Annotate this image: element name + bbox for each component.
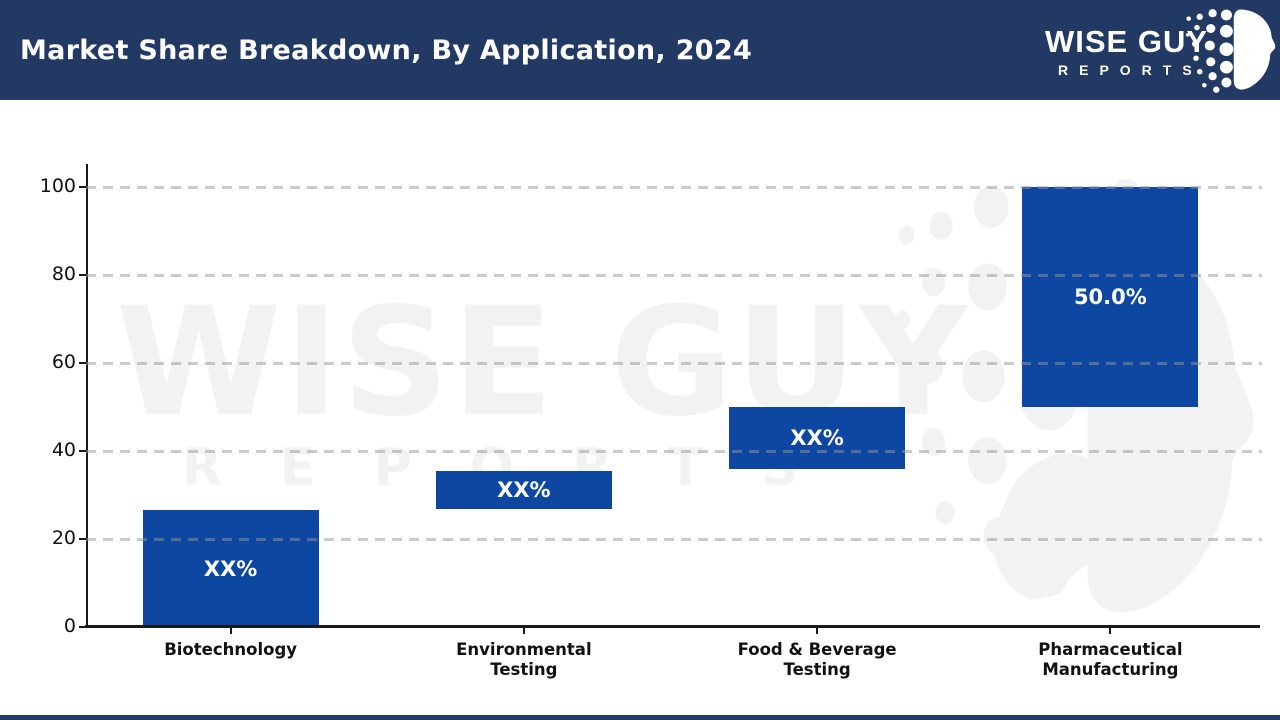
- x-category-label-food-beverage-testing: Food & Beverage Testing: [677, 640, 957, 680]
- x-category-label-line: Testing: [490, 660, 558, 679]
- page-title: Market Share Breakdown, By Application, …: [20, 34, 753, 66]
- x-tick-mark: [229, 627, 232, 634]
- y-tick-label: 20: [51, 527, 76, 549]
- gridline: [86, 186, 1262, 189]
- x-category-label-line: Manufacturing: [1042, 660, 1179, 679]
- head-profile-icon: [1185, 9, 1276, 93]
- y-tick-mark: [79, 626, 86, 628]
- footer-band: [0, 715, 1280, 720]
- y-tick-mark: [79, 274, 86, 276]
- y-tick-mark: [79, 186, 86, 188]
- x-category-label-pharmaceutical-manufacturing: Pharmaceutical Manufacturing: [970, 640, 1250, 680]
- y-tick-label: 0: [63, 615, 76, 637]
- y-tick-label: 80: [51, 263, 76, 285]
- bar-biotechnology: XX%: [142, 510, 319, 627]
- x-category-label-line: Pharmaceutical: [1038, 640, 1183, 659]
- brand-subname: REPORTS: [1058, 62, 1203, 78]
- bar-value-label: XX%: [203, 556, 258, 581]
- bar-food-beverage-testing: XX%: [729, 407, 906, 470]
- y-tick-mark: [79, 450, 86, 452]
- gridline: [86, 274, 1262, 277]
- y-axis: [86, 164, 88, 628]
- x-category-label-line: Food & Beverage: [737, 640, 897, 659]
- chart-plot-area: WISE GUY REPORTS 0 20 40 60 80 100 XX% Biotechn…: [0, 100, 1280, 715]
- y-tick-label: 60: [51, 351, 76, 373]
- brand-name: WISE GUY: [1045, 24, 1209, 59]
- gridline: [86, 362, 1262, 365]
- x-category-label-line: Environmental: [456, 640, 592, 659]
- bar-pharmaceutical-manufacturing: 50.0%: [1022, 187, 1199, 407]
- brand-logo: WISE GUY REPORTS: [1040, 0, 1280, 100]
- y-tick-mark: [79, 538, 86, 540]
- x-axis: [85, 625, 1260, 628]
- x-tick-mark: [1109, 627, 1112, 634]
- bar-value-label: XX%: [790, 426, 844, 451]
- x-category-label-biotechnology: Biotechnology: [91, 640, 371, 660]
- y-tick-label: 100: [39, 175, 76, 197]
- x-category-label-line: Biotechnology: [164, 640, 298, 659]
- y-tick-mark: [79, 362, 86, 364]
- bar-value-label: 50.0%: [1073, 285, 1147, 309]
- x-tick-mark: [522, 627, 525, 634]
- x-category-label-environmental-testing: Environmental Testing: [384, 640, 664, 680]
- y-tick-label: 40: [51, 439, 76, 461]
- gridline: [86, 538, 1262, 541]
- gridline: [86, 450, 1262, 453]
- header-band: Market Share Breakdown, By Application, …: [0, 0, 1280, 100]
- x-category-label-line: Testing: [783, 660, 851, 679]
- bar-value-label: XX%: [497, 477, 551, 502]
- bar-environmental-testing: XX%: [435, 470, 612, 510]
- x-tick-mark: [816, 627, 819, 634]
